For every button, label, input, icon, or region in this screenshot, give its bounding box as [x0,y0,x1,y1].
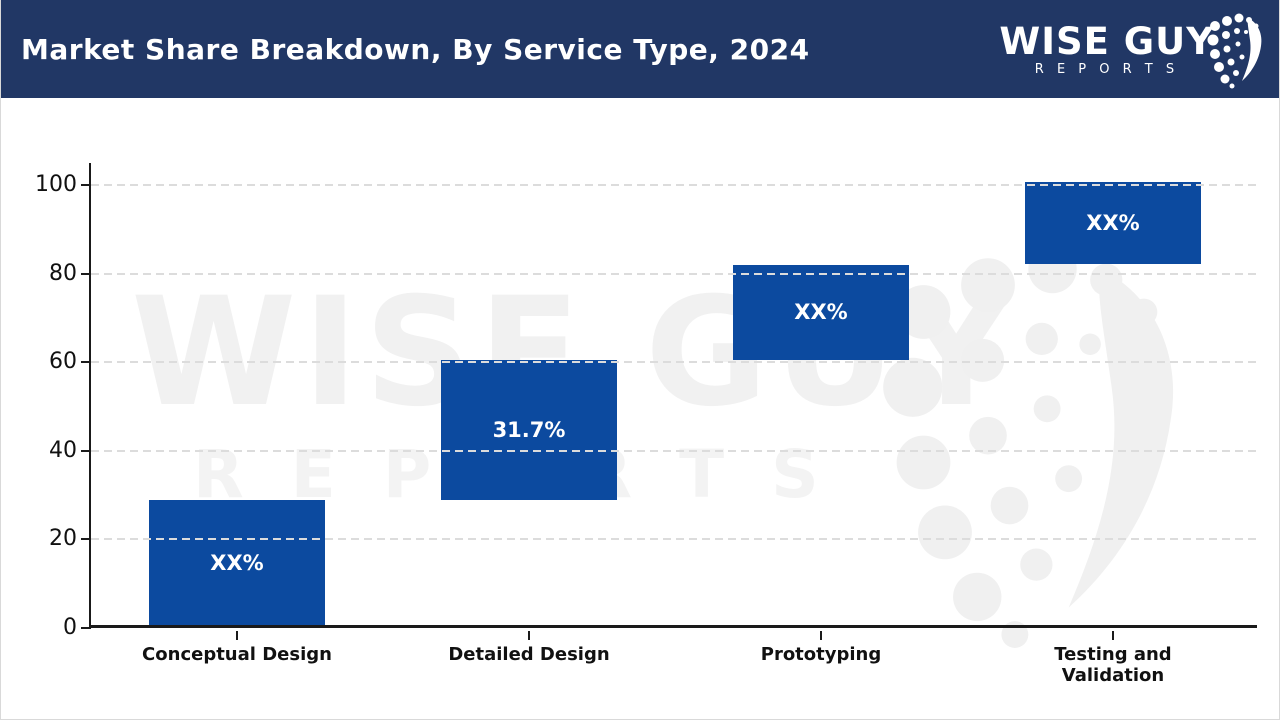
bar-value-label: XX% [794,300,848,325]
y-tick-mark [81,272,91,275]
bar-value-label: 31.7% [492,417,566,442]
x-category-label: Prototyping [760,644,882,665]
plot-area: 0 20 40 60 80 100 XX% 31.7% XX% XX% Conceptual Des… [35,163,1257,686]
header-bar: Market Share Breakdown, By Service Type,… [1,0,1279,98]
y-tick-mark [81,627,91,629]
x-category-label: Conceptual Design [142,644,332,665]
y-tick-label: 100 [35,172,77,198]
wiseguy-logo: WISE GUY R E P O R T S [999,8,1266,92]
y-tick-mark [81,361,91,364]
logo-text: WISE GUY R E P O R T S [999,20,1214,77]
y-tick-label: 60 [49,349,77,375]
y-tick-label: 40 [49,437,77,463]
bar-segment: 31.7% [441,359,617,501]
y-tick-mark [81,538,91,541]
bar-value-label: XX% [210,550,264,575]
gridline [91,449,1257,452]
y-tick-label: 0 [63,615,77,640]
chart-title: Market Share Breakdown, By Service Type,… [21,32,810,66]
gridline [91,184,1257,187]
gridline [91,538,1257,541]
bar-segment: XX% [149,500,325,625]
x-tick-mark [528,631,530,640]
x-category-label: Testing and Validation [1054,644,1172,687]
gridline [91,361,1257,364]
y-tick-label: 20 [49,526,77,552]
bar-value-label: XX% [1086,210,1140,235]
x-category-label: Detailed Design [448,644,610,665]
chart-area: WISE GUY R E P O R T S 020406080100XX%31… [1,98,1279,719]
x-tick-mark [236,631,238,640]
y-tick-mark [81,184,91,187]
gridline [91,272,1257,275]
dotted-head-icon [1207,13,1262,89]
logo-subtitle: R E P O R T S [1034,61,1179,77]
x-tick-mark [1112,631,1114,640]
bar-segment: XX% [1025,182,1201,264]
x-tick-mark [820,631,822,640]
logo-wordmark: WISE GUY [999,20,1214,64]
y-tick-mark [81,449,91,452]
y-tick-label: 80 [49,260,77,286]
bar-segment: XX% [733,264,909,360]
